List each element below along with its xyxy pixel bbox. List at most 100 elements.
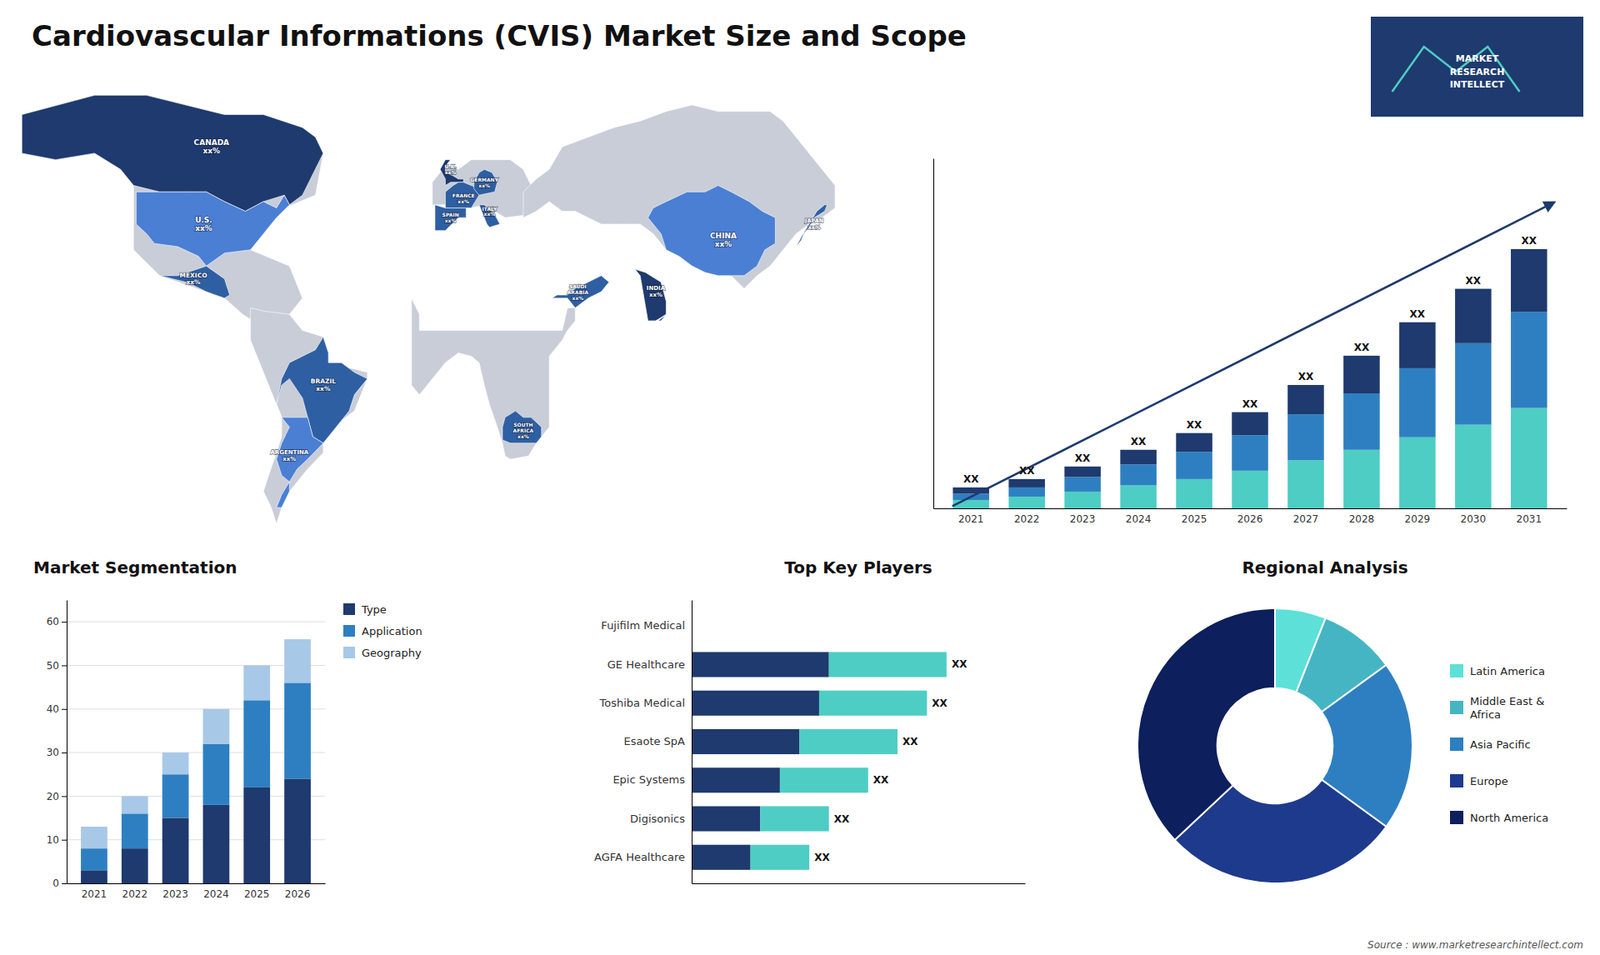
tick-label: 2026: [285, 888, 311, 900]
land: [523, 105, 835, 289]
tick-mark: [61, 795, 67, 797]
legend-item: Type: [343, 603, 387, 616]
bar-segment: [691, 845, 751, 870]
bar-segment: [1510, 408, 1548, 509]
tick-label: 0: [52, 877, 60, 890]
tick: 2024: [1125, 508, 1152, 525]
bars: [952, 249, 1547, 509]
tick: 2027: [1293, 508, 1320, 525]
legend-label: Application: [361, 625, 423, 638]
legend-swatch: [1450, 774, 1464, 788]
tick-mark: [61, 665, 67, 666]
logo: MARKETRESEARCHINTELLECT: [1370, 16, 1584, 117]
tick-label: 2022: [1014, 513, 1040, 525]
country-label: GERMANYxx%: [470, 176, 499, 189]
bar-segment: [1399, 437, 1436, 509]
tick: Epic Systems: [612, 773, 692, 786]
bar-chart: 2021202220232024202520262027202820292030…: [934, 159, 1568, 525]
bar-segment: [243, 665, 270, 700]
bar-segment: [1064, 476, 1101, 492]
tick: Digisonics: [630, 812, 692, 825]
tick: 2028: [1349, 508, 1375, 525]
text-line: xx%: [457, 198, 470, 205]
tick-label: Toshiba Medical: [599, 696, 685, 710]
tick-label: 2024: [203, 888, 230, 900]
country-label: ITALYxx%: [482, 205, 498, 218]
source: Source : www.marketresearchintellect.com: [1367, 939, 1584, 951]
country: [635, 269, 666, 321]
axis: 2021202220232024202520262027202820292030…: [934, 508, 1568, 525]
bar-segment: [1343, 355, 1380, 394]
country: [648, 185, 776, 276]
bar-segment: [760, 805, 829, 831]
country-label: FRANCExx%: [452, 192, 475, 205]
tick-mark: [61, 621, 67, 623]
country: [440, 160, 464, 186]
tick: 20: [46, 790, 67, 803]
text-line: INDIA: [646, 285, 666, 292]
chart-title: Top Key Players: [784, 557, 932, 578]
logo-box: [1370, 16, 1584, 117]
text-line: Africa: [1470, 708, 1501, 721]
tick-label: 30: [46, 746, 60, 759]
bar-segment: [1120, 450, 1157, 465]
axis: [933, 159, 935, 510]
data-label: XX: [931, 697, 948, 710]
text-line: xx%: [185, 278, 201, 286]
tick: 2025: [244, 883, 270, 900]
legend: Type Application Geography: [343, 603, 423, 660]
text-line: xx%: [715, 240, 733, 249]
tick: 2029: [1405, 508, 1431, 525]
bar-segment: [1120, 485, 1157, 509]
data-label: XX: [1130, 435, 1147, 448]
tick-label: 60: [46, 615, 60, 628]
text-line: xx%: [478, 182, 490, 189]
legend-swatch: [1450, 737, 1464, 751]
tick-mark: [61, 883, 67, 885]
bar-segment: [1399, 368, 1436, 438]
axis-line: [67, 883, 326, 885]
tick-mark: [61, 840, 67, 841]
country-label: JAPANxx%: [804, 217, 824, 230]
data-label: XX: [1521, 235, 1538, 247]
data-label: XX: [951, 658, 968, 670]
bar-segment: [1287, 414, 1325, 460]
tick: 10: [46, 834, 67, 846]
text-line: xx%: [445, 217, 457, 224]
tick-label: 2028: [1349, 513, 1375, 525]
tick: 40: [46, 703, 67, 715]
bar-segment: [1175, 479, 1213, 509]
country: [479, 205, 500, 228]
bar-segment: [203, 744, 230, 805]
bar-segment: [1455, 343, 1492, 425]
country: [159, 265, 230, 299]
bar-segment: [1175, 451, 1213, 480]
tick: 2030: [1460, 508, 1487, 525]
bar-segment: [1231, 412, 1269, 436]
axis-line: [691, 600, 693, 885]
tick-label: 2022: [121, 888, 148, 900]
legend-label: Geography: [361, 646, 422, 660]
data-label: XX: [873, 774, 890, 786]
tick-label: 2025: [244, 888, 270, 900]
tick: Toshiba Medical: [599, 696, 692, 710]
data-label: XX: [1242, 398, 1259, 410]
land: [250, 307, 368, 524]
data-label: XX: [902, 735, 919, 748]
tick-label: 2023: [1070, 513, 1096, 525]
legend-item: Geography: [343, 646, 422, 660]
bar-segment: [1343, 450, 1380, 509]
bar-segment: [819, 690, 927, 716]
tick: 2023: [1070, 508, 1096, 525]
text-line: xx%: [484, 210, 496, 217]
text-line: xx%: [808, 224, 821, 231]
country-label: INDIAxx%: [646, 285, 666, 299]
tick-label: 2027: [1293, 513, 1320, 525]
tick-label: Fujifilm Medical: [600, 619, 685, 632]
text-line: xx%: [649, 291, 663, 299]
tick: GE Healthcare: [607, 658, 692, 671]
text-line: xx%: [315, 385, 331, 393]
bar-segment: [121, 795, 149, 814]
tick-label: Digisonics: [630, 812, 685, 825]
country-label: ARGENTINAxx%: [270, 449, 309, 463]
